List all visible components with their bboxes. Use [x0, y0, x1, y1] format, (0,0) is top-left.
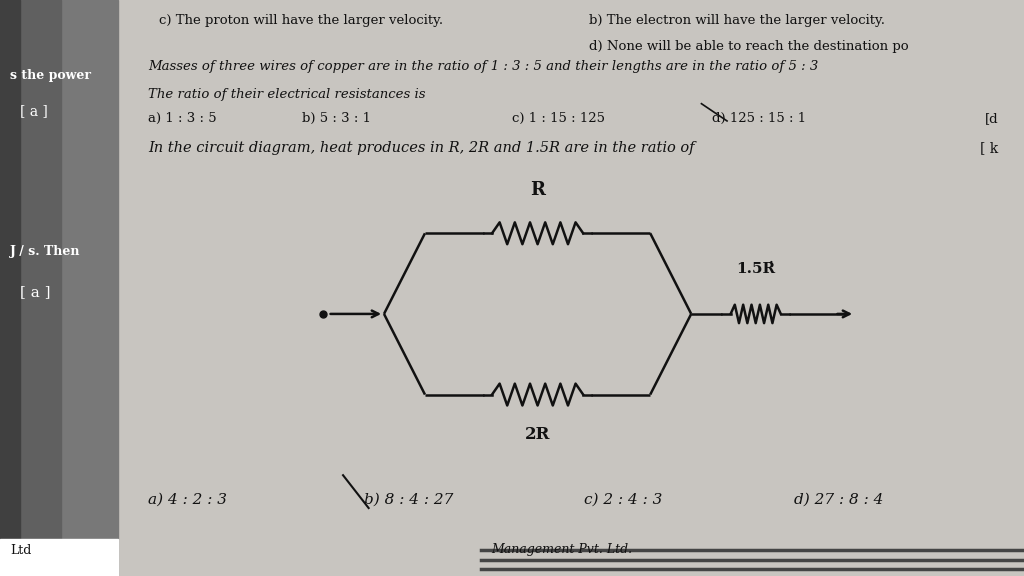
Text: b) The electron will have the larger velocity.: b) The electron will have the larger vel… [589, 14, 885, 28]
Text: b) 8 : 4 : 27: b) 8 : 4 : 27 [364, 492, 453, 506]
Text: c) 1 : 15 : 125: c) 1 : 15 : 125 [512, 112, 605, 126]
Text: [ a ]: [ a ] [20, 104, 48, 118]
Bar [0, 0, 118, 576]
Text: c) The proton will have the larger velocity.: c) The proton will have the larger veloc… [159, 14, 442, 28]
Text: In the circuit diagram, heat produces in R, 2R and 1.5R are in the ratio of: In the circuit diagram, heat produces in… [148, 141, 695, 155]
Text: [d: [d [985, 112, 998, 126]
Text: a) 4 : 2 : 3: a) 4 : 2 : 3 [148, 492, 227, 506]
Text: 2R: 2R [525, 426, 550, 444]
Bar [0, 0, 61, 576]
Text: c) 2 : 4 : 3: c) 2 : 4 : 3 [584, 492, 663, 506]
Text: b) 5 : 3 : 1: b) 5 : 3 : 1 [302, 112, 371, 126]
Text: J / s. Then: J / s. Then [10, 245, 81, 258]
Text: 1.5Ṙ: 1.5Ṙ [736, 263, 775, 276]
Text: d) 27 : 8 : 4: d) 27 : 8 : 4 [794, 492, 883, 506]
Text: [ a ]: [ a ] [20, 285, 51, 299]
Bar [0, 0, 20, 576]
Text: R: R [530, 181, 545, 199]
Text: Ltd: Ltd [10, 544, 32, 558]
Text: Management Pvt. Ltd.: Management Pvt. Ltd. [492, 543, 633, 556]
Text: Masses of three wires of copper are in the ratio of 1 : 3 : 5 and their lengths : Masses of three wires of copper are in t… [148, 60, 819, 74]
Text: d) None will be able to reach the destination po: d) None will be able to reach the destin… [589, 40, 908, 54]
Bar [0, 539, 118, 576]
Text: a) 1 : 3 : 5: a) 1 : 3 : 5 [148, 112, 217, 126]
Text: [ k: [ k [980, 141, 998, 155]
Text: s the power: s the power [10, 69, 91, 82]
Text: The ratio of their electrical resistances is: The ratio of their electrical resistance… [148, 88, 426, 101]
Text: d) 125 : 15 : 1: d) 125 : 15 : 1 [712, 112, 806, 126]
